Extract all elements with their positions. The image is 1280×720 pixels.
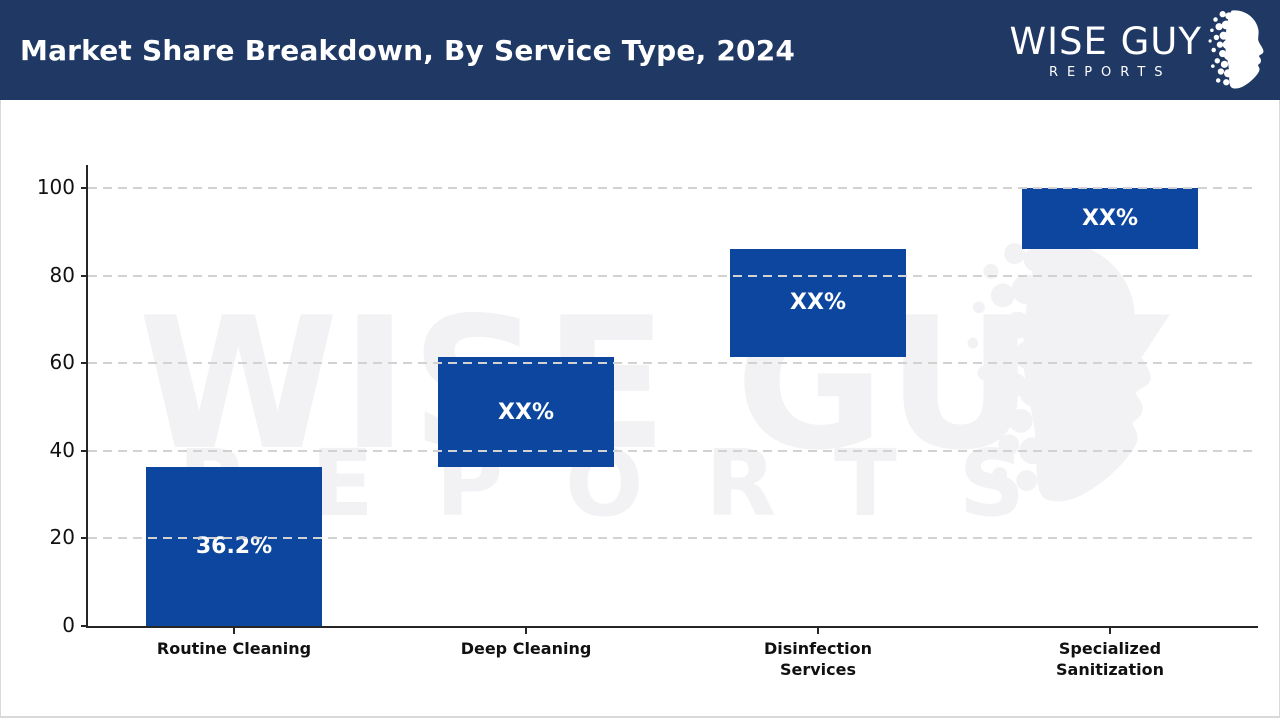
watermark-face-icon <box>967 240 1151 502</box>
header-banner: Market Share Breakdown, By Service Type,… <box>0 0 1280 100</box>
bar-deep-cleaning: XX% <box>438 356 614 468</box>
x-axis-tick <box>817 627 819 634</box>
gridline <box>88 274 1258 277</box>
y-axis-line <box>86 165 88 628</box>
x-axis-category-label: Routine Cleaning <box>156 639 312 658</box>
image-border-left <box>0 100 1 717</box>
x-axis-tick <box>1109 627 1111 634</box>
brand-name: WISE GUY <box>1009 20 1202 63</box>
y-axis-tick <box>81 187 88 189</box>
brand-logo: WISE GUY REPORTS <box>1010 6 1270 94</box>
y-axis-tick <box>81 362 88 365</box>
bar-value-label: XX% <box>790 290 846 316</box>
y-axis-tick <box>81 449 88 452</box>
brand-logo-text: WISE GUY REPORTS <box>1010 22 1202 82</box>
image-border-bottom <box>0 716 1280 718</box>
x-axis-line <box>86 626 1258 628</box>
page-title: Market Share Breakdown, By Service Type,… <box>20 33 796 67</box>
x-axis-category-label: Deep Cleaning <box>460 639 592 658</box>
gridline <box>88 187 1258 189</box>
y-axis-tick <box>81 274 88 277</box>
brand-face-icon <box>1208 10 1264 89</box>
watermark-brand-name: WISE GUY <box>138 278 1171 490</box>
x-axis-category-label: Specialized Sanitization <box>1056 639 1164 679</box>
bar-specialized-sanitization: XX% <box>1022 188 1198 250</box>
x-axis-category-label: Disinfection Services <box>764 639 872 679</box>
gridline <box>88 362 1258 365</box>
y-axis-tick-label: 60 <box>49 350 75 375</box>
chart-area: WISE GUY REPORTS 0 20 40 60 80 100 36.2% Routin… <box>0 100 1280 720</box>
bar-value-label: XX% <box>1082 206 1138 232</box>
y-axis-tick-label: 100 <box>36 175 75 199</box>
y-axis-tick-label: 20 <box>49 525 75 550</box>
brand-subtitle: REPORTS <box>1048 65 1172 80</box>
y-axis-tick-label: 80 <box>49 262 75 287</box>
bar-disinfection-services: XX% <box>730 249 906 357</box>
x-axis-tick <box>525 627 527 634</box>
x-axis-tick <box>233 627 235 634</box>
gridline <box>88 449 1258 452</box>
y-axis-tick-label: 0 <box>62 613 75 637</box>
bar-routine-cleaning: 36.2% <box>146 467 322 626</box>
bar-value-label: XX% <box>498 399 554 425</box>
gridline <box>88 537 1258 540</box>
y-axis-tick <box>81 537 88 540</box>
y-axis-tick-label: 40 <box>49 437 75 462</box>
y-axis-tick <box>81 625 88 627</box>
